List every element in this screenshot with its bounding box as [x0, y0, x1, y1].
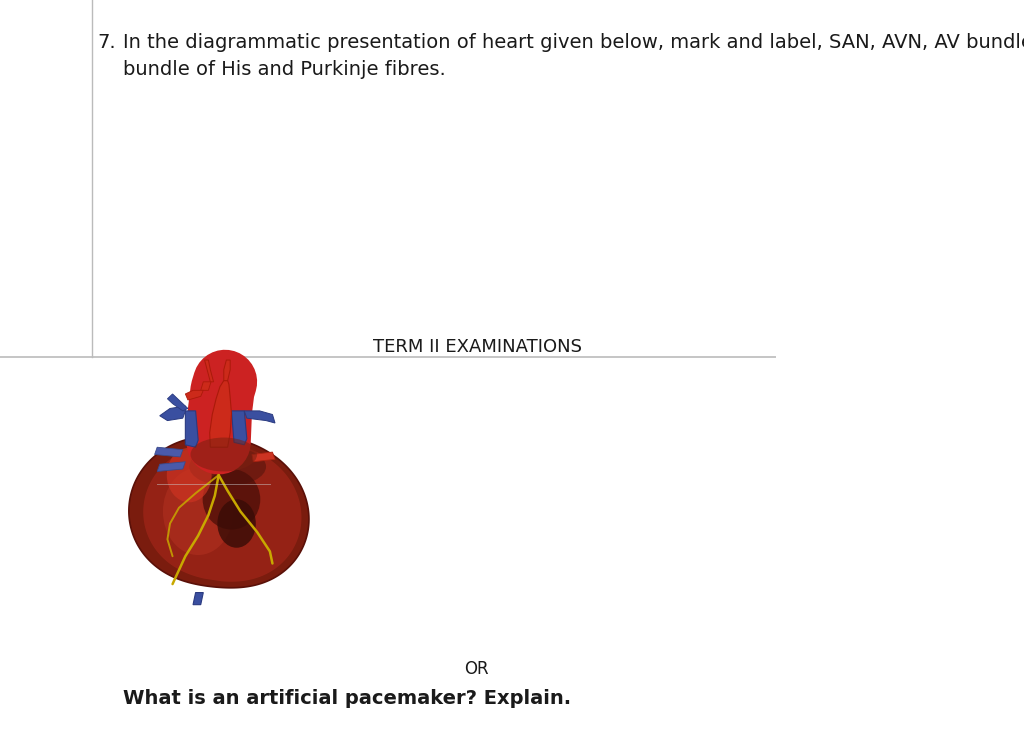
Polygon shape — [185, 390, 204, 400]
Ellipse shape — [203, 469, 260, 530]
Text: 7.: 7. — [97, 33, 116, 52]
Ellipse shape — [167, 448, 212, 502]
Text: In the diagrammatic presentation of heart given below, mark and label, SAN, AVN,: In the diagrammatic presentation of hear… — [123, 33, 1024, 52]
Polygon shape — [129, 436, 309, 588]
Text: OR: OR — [464, 661, 488, 678]
Polygon shape — [245, 411, 275, 423]
Polygon shape — [185, 411, 199, 447]
Polygon shape — [160, 406, 185, 421]
Ellipse shape — [190, 437, 257, 471]
Polygon shape — [143, 443, 301, 582]
Ellipse shape — [217, 499, 256, 548]
Text: What is an artificial pacemaker? Explain.: What is an artificial pacemaker? Explain… — [123, 689, 570, 708]
Polygon shape — [210, 381, 231, 447]
Ellipse shape — [163, 468, 233, 555]
Polygon shape — [194, 592, 204, 605]
Polygon shape — [224, 360, 230, 381]
Ellipse shape — [189, 447, 266, 486]
Polygon shape — [205, 360, 214, 382]
Polygon shape — [252, 452, 275, 462]
Bar — [0, 357, 776, 734]
Polygon shape — [157, 462, 185, 471]
Text: TERM II EXAMINATIONS: TERM II EXAMINATIONS — [373, 338, 582, 356]
Polygon shape — [168, 394, 188, 411]
Polygon shape — [231, 411, 247, 445]
Polygon shape — [201, 382, 211, 390]
Bar — [0, 0, 776, 357]
Text: bundle of His and Purkinje fibres.: bundle of His and Purkinje fibres. — [123, 60, 445, 79]
Polygon shape — [155, 447, 183, 457]
